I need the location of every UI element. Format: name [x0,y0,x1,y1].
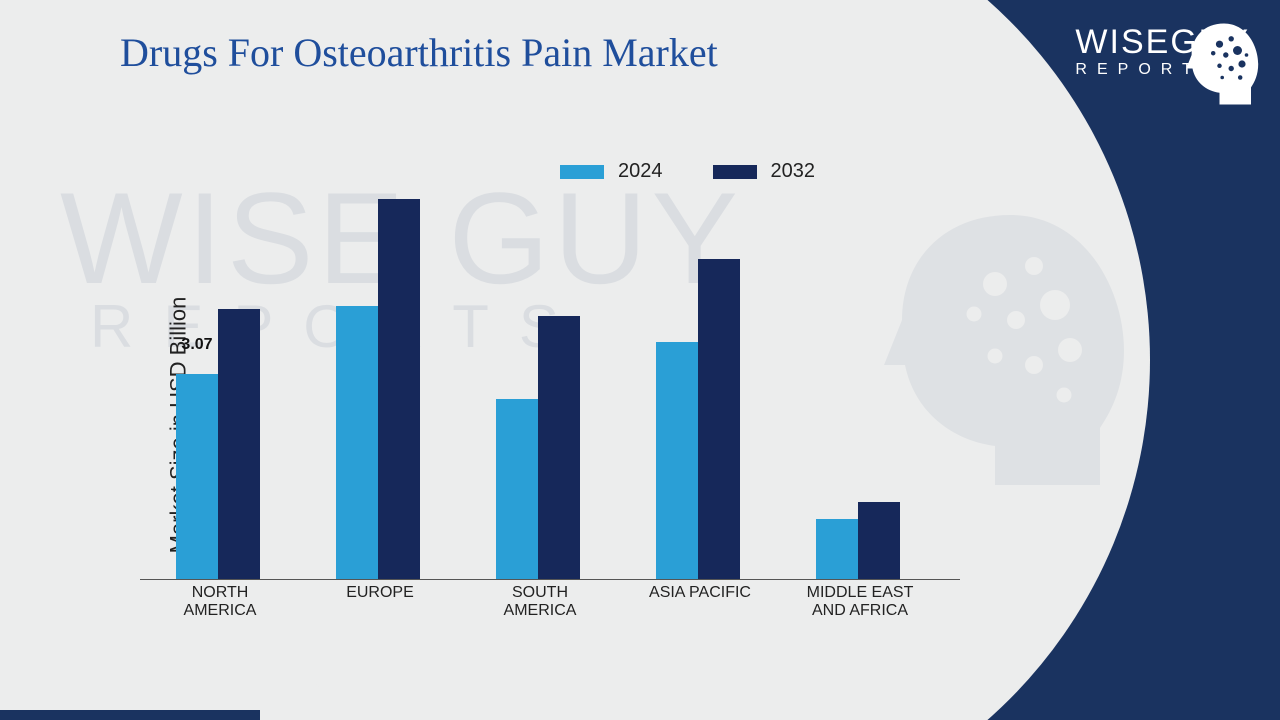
bar-2032 [538,316,580,579]
bar-chart: Market Size in USD Billion 2024 2032 3.0… [60,160,980,690]
bar-2024 [496,399,538,579]
bar-value-label: 3.07 [181,336,212,354]
bar-2024 [656,342,698,579]
bar-2032 [858,502,900,579]
chart-title: Drugs For Osteoarthritis Pain Market [120,30,740,76]
legend-label-2024: 2024 [618,160,663,182]
x-tick-label: SOUTH AMERICA [480,584,600,621]
bar-2024 [176,374,218,579]
legend-label-2032: 2032 [771,160,816,182]
bar-2032 [218,309,260,579]
x-tick-label: EUROPE [320,584,440,602]
x-tick-label: MIDDLE EAST AND AFRICA [800,584,920,621]
bar-2032 [698,259,740,579]
legend-swatch-2032 [713,165,757,179]
bar-2024 [816,519,858,579]
bottom-accent-bar [0,710,260,720]
bar-2024 [336,306,378,579]
logo-head-icon [1170,19,1260,109]
bar-2032 [378,199,420,579]
brand-logo: WISEGUY REPORTS [1075,25,1250,79]
legend-swatch-2024 [560,165,604,179]
x-tick-label: ASIA PACIFIC [640,584,760,602]
plot-area: 3.07 [140,180,960,580]
x-tick-label: NORTH AMERICA [160,584,280,621]
